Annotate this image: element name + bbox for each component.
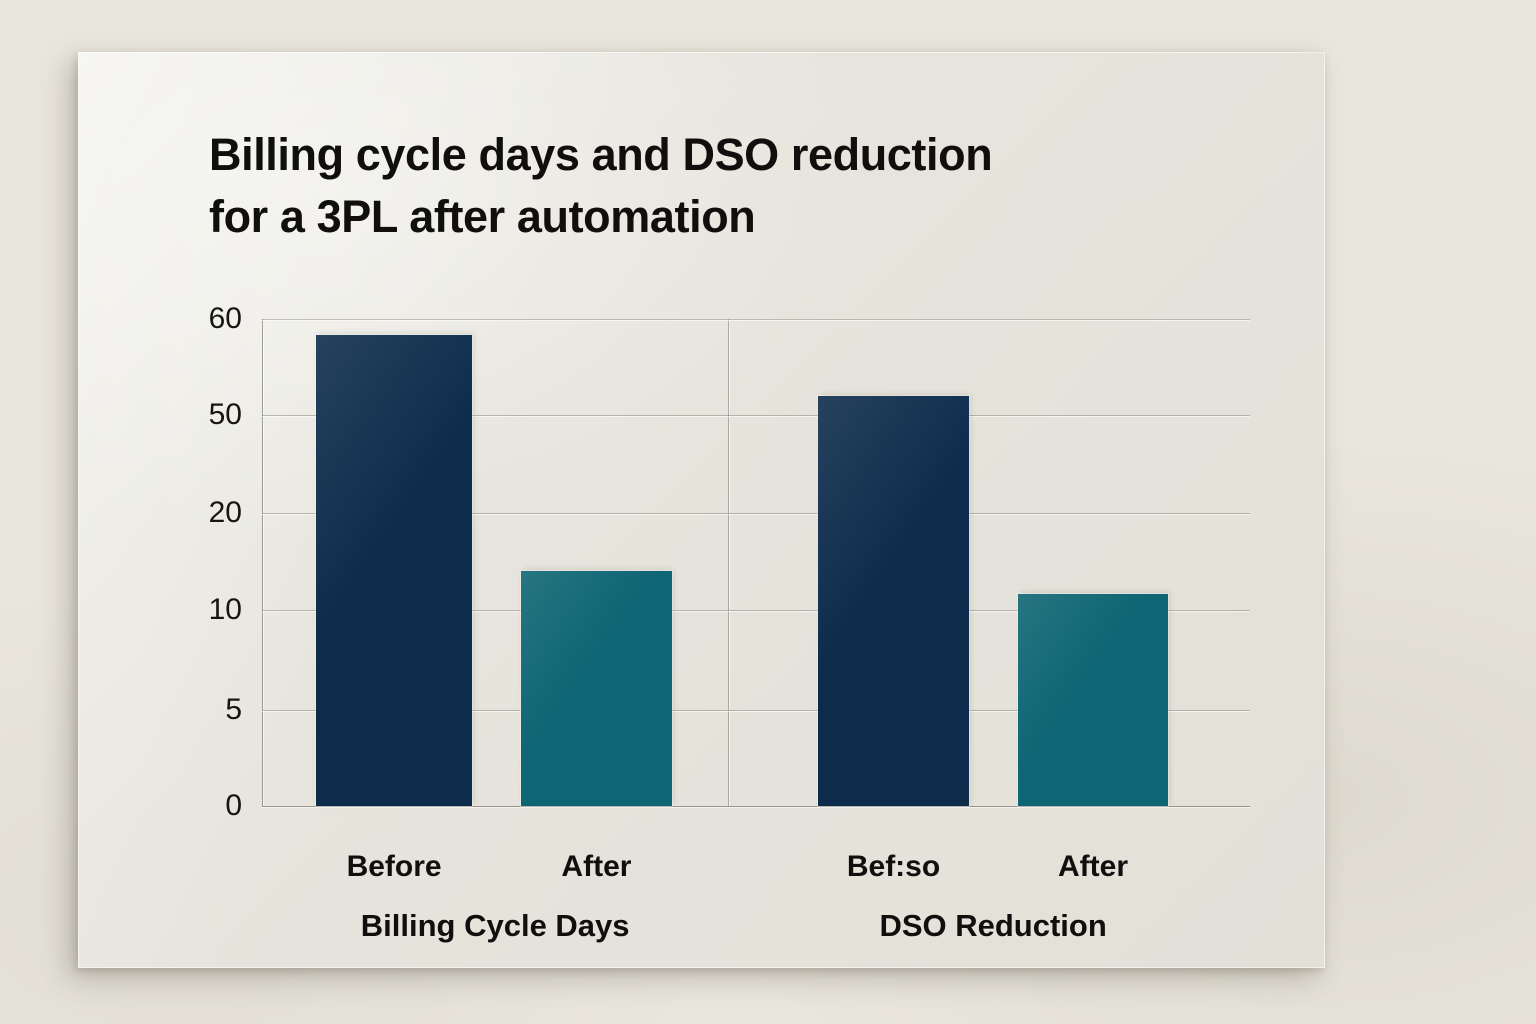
bar[interactable] [1018, 594, 1168, 806]
gridline [262, 806, 1250, 807]
page-title: Billing cycle days and DSO reduction for… [209, 129, 993, 243]
gridline [262, 319, 1250, 320]
bar-sheen [520, 571, 672, 806]
gridline [262, 709, 1250, 711]
y-axis-line [262, 319, 263, 806]
bar[interactable] [520, 571, 672, 806]
chart-plot-area: 60 50 20 10 5 0 [209, 302, 1250, 822]
y-axis-tick-label: 5 [225, 692, 242, 726]
x-axis-group-label: Billing Cycle Days [360, 908, 630, 943]
x-axis-bar-label: Bef:so [846, 850, 941, 883]
x-axis-bar-label: Before [346, 850, 442, 883]
gridline [262, 512, 1250, 514]
y-axis-tick-label: 20 [208, 495, 242, 529]
bar-sheen [316, 335, 473, 806]
gridline [262, 609, 1250, 611]
bar-sheen [818, 396, 969, 806]
x-axis-group-label: DSO Reduction [879, 908, 1107, 943]
x-axis-bar-label: After [561, 850, 632, 883]
group-separator-line [728, 319, 729, 806]
gridline [262, 414, 1250, 416]
y-axis-tick-label: 50 [208, 397, 242, 431]
x-axis-bar-label: After [1057, 850, 1129, 883]
y-axis-tick-label: 0 [225, 789, 242, 822]
bar-sheen [1018, 594, 1168, 806]
y-axis-tick-label: 60 [208, 302, 242, 335]
chart-poster-card: Billing cycle days and DSO reduction for… [78, 52, 1325, 968]
y-axis-tick-label: 10 [208, 592, 242, 626]
bar[interactable] [316, 335, 473, 806]
bar[interactable] [818, 396, 969, 806]
